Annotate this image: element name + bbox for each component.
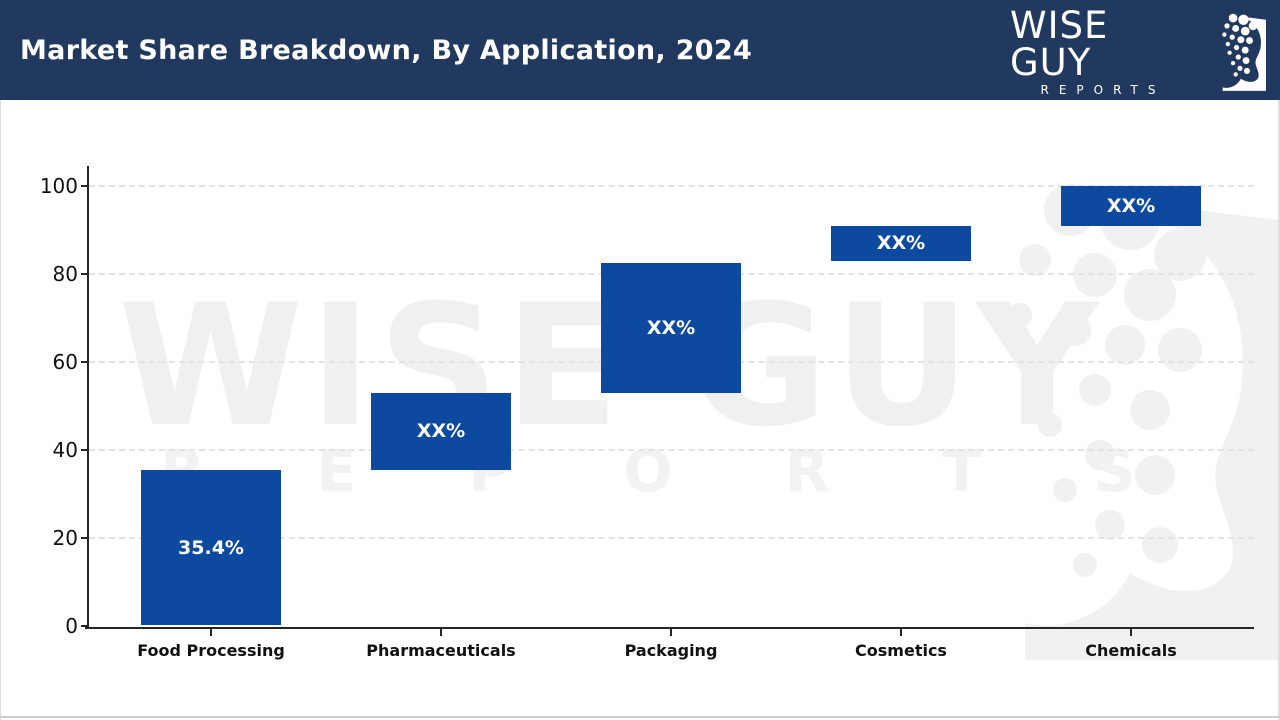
page-title: Market Share Breakdown, By Application, … — [20, 34, 753, 66]
x-axis-tick — [1130, 629, 1132, 636]
x-tick-label: Packaging — [624, 641, 718, 660]
x-axis-line — [85, 627, 1254, 629]
y-axis-tick — [81, 536, 89, 539]
wise-guy-reports-logo: WISE GUY REPORTS — [1010, 7, 1266, 96]
gridline — [89, 448, 1254, 451]
y-tick-label: 60 — [52, 349, 78, 374]
logo-wordmark: WISE GUY — [1010, 3, 1109, 84]
x-axis-tick — [210, 629, 212, 636]
bar-value-label: XX% — [646, 316, 696, 339]
frame-left-border — [0, 100, 1, 720]
y-axis-tick — [81, 185, 89, 188]
gridline — [89, 536, 1254, 539]
bar-value-label: XX% — [876, 232, 926, 255]
x-tick-label: Food Processing — [137, 641, 285, 660]
y-axis-tick — [81, 273, 89, 276]
y-tick-label: 0 — [65, 613, 78, 638]
logo-subtext: REPORTS — [1040, 82, 1166, 97]
x-axis-tick — [670, 629, 672, 636]
x-axis-tick — [900, 629, 902, 636]
frame-bottom-border — [0, 716, 1280, 718]
header-band: Market Share Breakdown, By Application, … — [0, 0, 1280, 100]
bar-value-label: XX% — [1106, 195, 1156, 218]
bar: XX% — [831, 225, 971, 261]
bar-value-label: XX% — [416, 420, 466, 443]
bar: XX% — [1061, 186, 1201, 226]
bar: XX% — [601, 263, 741, 393]
x-tick-label: Pharmaceuticals — [366, 641, 516, 660]
x-axis-tick — [440, 629, 442, 636]
logo-head-icon — [1222, 13, 1266, 91]
x-tick-label: Cosmetics — [855, 641, 947, 660]
y-tick-label: 80 — [52, 262, 78, 287]
bar: XX% — [371, 392, 511, 471]
x-tick-label: Chemicals — [1085, 641, 1177, 660]
frame-right-border — [1278, 100, 1280, 720]
y-tick-label: 100 — [39, 174, 78, 199]
y-tick-label: 40 — [52, 437, 78, 462]
bar: 35.4% — [141, 470, 281, 626]
gridline — [89, 185, 1254, 188]
y-axis-tick — [81, 448, 89, 451]
logo-text: WISE GUY REPORTS — [1010, 7, 1186, 96]
y-axis-tick — [81, 360, 89, 363]
y-tick-label: 20 — [52, 525, 78, 550]
y-axis-tick — [81, 624, 89, 627]
y-axis-line — [87, 166, 89, 629]
bar-value-label: 35.4% — [178, 536, 244, 559]
